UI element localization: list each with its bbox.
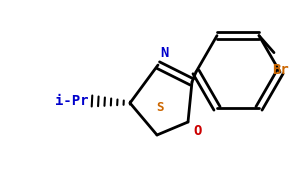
Text: Br: Br <box>272 63 289 77</box>
Text: N: N <box>160 46 168 60</box>
Text: O: O <box>193 124 201 138</box>
Text: i-Pr: i-Pr <box>55 94 88 108</box>
Text: S: S <box>156 100 164 113</box>
